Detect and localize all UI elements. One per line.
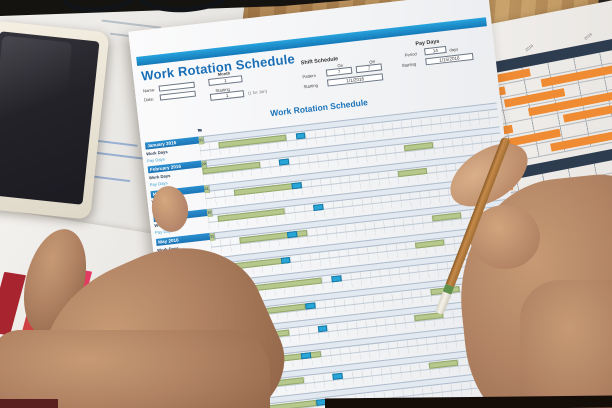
pay-day-cell xyxy=(280,256,291,264)
pay-day-cell xyxy=(295,132,306,140)
pay-day-cell xyxy=(279,158,290,166)
pay-days-row-label: Pay Days xyxy=(146,155,166,163)
gantt-diagonal-label: 2016 xyxy=(583,31,594,41)
right-hand-knuckle xyxy=(470,205,540,269)
paper-blue-line xyxy=(91,139,138,147)
pay-day-cell xyxy=(305,302,316,310)
tablet-screen-glare xyxy=(0,35,73,133)
pay-day-cell xyxy=(291,181,302,189)
pay-day-cell xyxy=(313,203,324,211)
paper-blue-line xyxy=(93,151,146,160)
pay-day-cell xyxy=(317,325,328,333)
pay-day-cell xyxy=(301,351,312,359)
paper-text-line xyxy=(101,19,162,29)
work-days-row-label: Work Days xyxy=(145,148,168,157)
red-bar xyxy=(0,271,27,336)
work-days-row-label: Work Days xyxy=(148,172,171,181)
pay-day-cell xyxy=(331,275,342,283)
bottom-left-shadow xyxy=(0,399,58,408)
bottom-shadow xyxy=(324,395,612,408)
pay-day-cell xyxy=(332,372,344,380)
left-hand-lower xyxy=(0,330,270,408)
month-name-bar: January 2016 xyxy=(144,136,200,150)
gantt-diagonal-label: 2016 xyxy=(524,42,535,53)
right-hand-lower xyxy=(520,280,612,408)
pay-day-cell xyxy=(287,231,298,239)
